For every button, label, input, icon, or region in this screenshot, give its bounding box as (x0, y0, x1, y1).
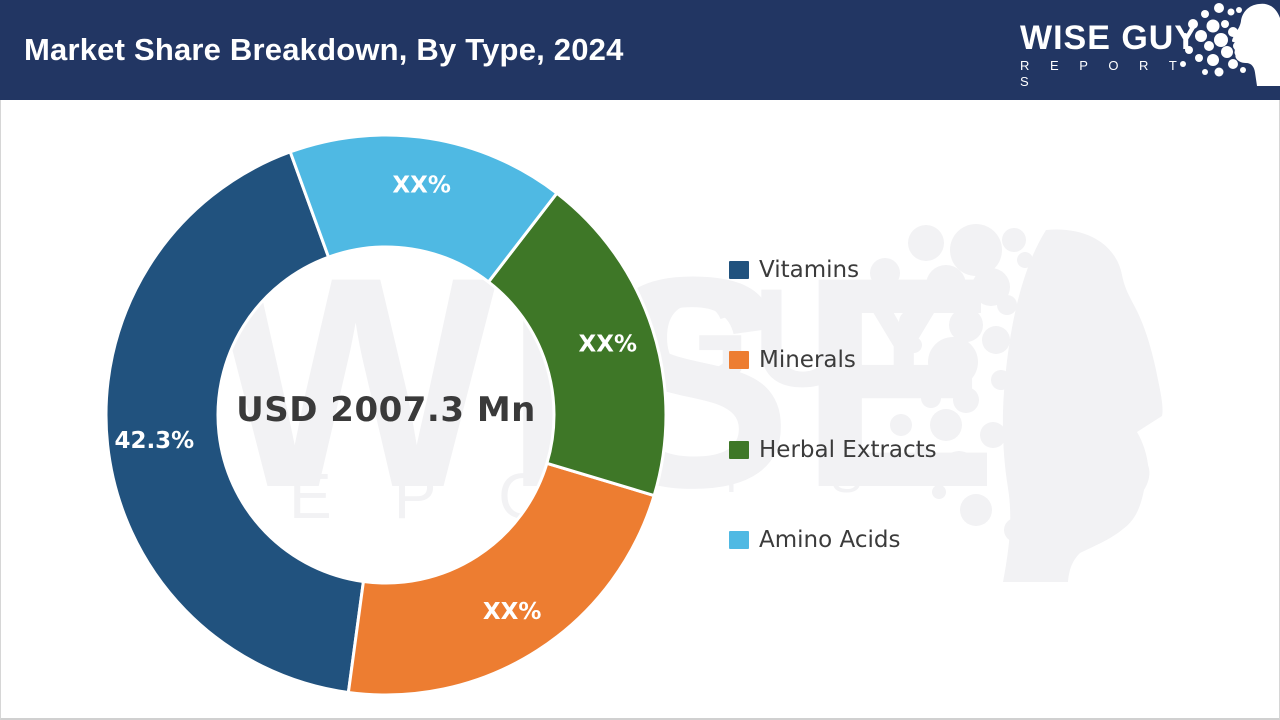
brand-logo-text: WISE GUY R E P O R T S (1020, 20, 1210, 90)
page-title: Market Share Breakdown, By Type, 2024 (24, 32, 624, 67)
chart-canvas: WISE GUY EPO TS 42.3%XX%XX%XX% USD 2007.… (0, 100, 1280, 720)
legend-swatch-minerals (729, 351, 749, 369)
legend-label-vitamins: Vitamins (759, 257, 860, 283)
brand-logo: WISE GUY R E P O R T S (1020, 0, 1280, 100)
donut-slice-minerals (346, 461, 656, 697)
slice-percent-label-herbal-extracts: XX% (579, 332, 638, 358)
legend-label-minerals: Minerals (759, 347, 856, 373)
header-bar: Market Share Breakdown, By Type, 2024 WI… (0, 0, 1280, 100)
chart-legend: Vitamins Minerals Herbal Extracts Amino Aci… (729, 256, 937, 554)
head-profile-dots-icon (1180, 3, 1280, 86)
donut-slice-amino-acids (288, 133, 559, 284)
watermark-head-profile-icon (864, 224, 1163, 582)
watermark-text-guy: GUY (641, 259, 954, 416)
legend-item-amino-acids: Amino Acids (729, 526, 937, 554)
legend-label-herbal-extracts: Herbal Extracts (759, 437, 937, 463)
brand-subtitle: R E P O R T S (1020, 58, 1186, 89)
center-value-label: USD 2007.3 Mn (236, 390, 536, 430)
legend-swatch-herbal-extracts (729, 441, 749, 459)
legend-label-amino-acids: Amino Acids (759, 527, 901, 553)
donut-slice-herbal-extracts (487, 191, 668, 498)
donut-chart: 42.3% XX% XX% XX% (104, 133, 668, 697)
brand-name: WISE GUY (1020, 19, 1199, 57)
legend-item-vitamins: Vitamins (729, 256, 937, 284)
watermark-text-reports-1: EPO (289, 460, 611, 532)
slice-percent-label-amino-acids: XX% (392, 173, 451, 199)
legend-swatch-vitamins (729, 261, 749, 279)
slice-percent-label-minerals: XX% (483, 599, 542, 625)
watermark-text-reports-2: TS (717, 449, 948, 502)
legend-swatch-amino-acids (729, 531, 749, 549)
legend-item-minerals: Minerals (729, 346, 937, 374)
legend-item-herbal-extracts: Herbal Extracts (729, 436, 937, 464)
donut-slice-vitamins (104, 150, 365, 694)
slice-percent-label-vitamins: 42.3% (114, 428, 194, 454)
